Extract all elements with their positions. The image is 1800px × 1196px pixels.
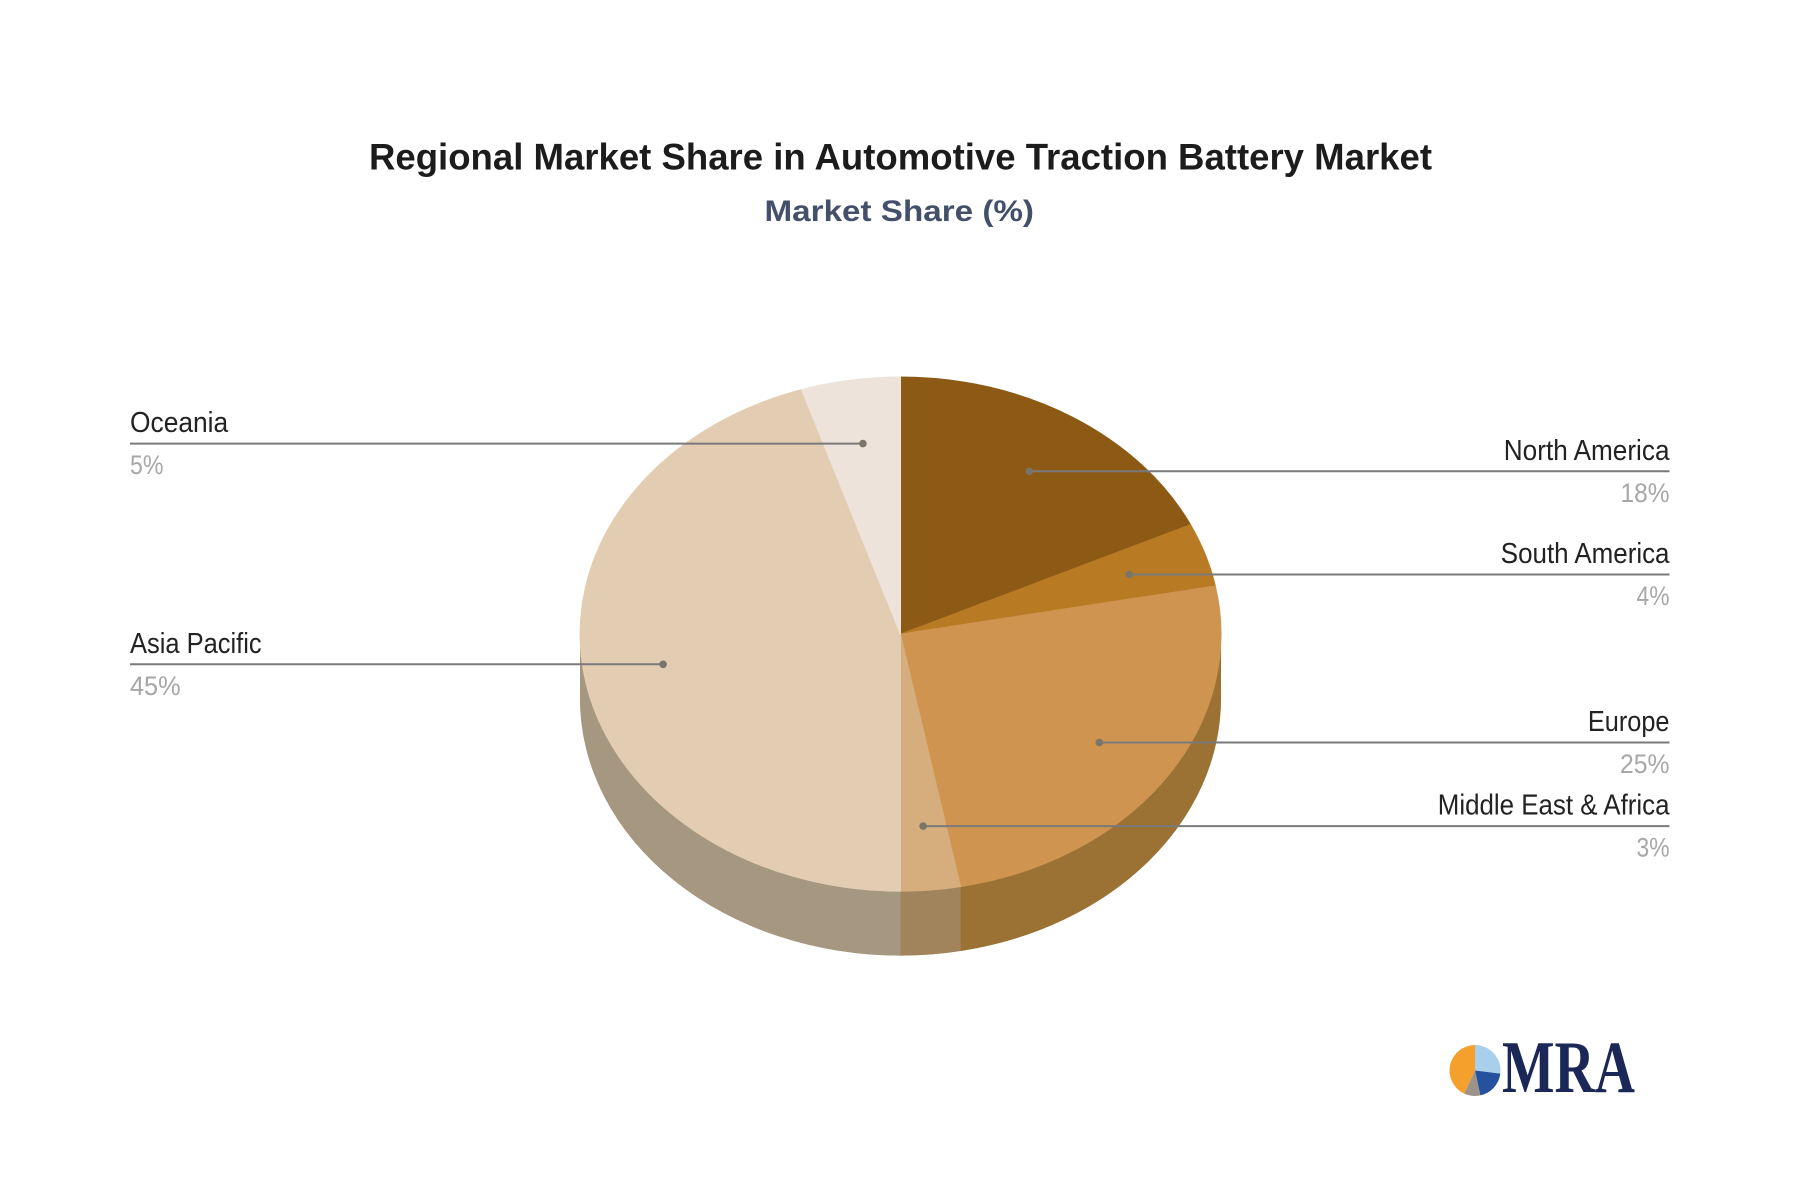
svg-text:Europe: Europe: [1588, 706, 1670, 738]
svg-text:Oceania: Oceania: [130, 407, 228, 439]
svg-text:3%: 3%: [1637, 833, 1670, 863]
svg-text:25%: 25%: [1620, 749, 1670, 779]
svg-text:MRA: MRA: [1502, 1027, 1635, 1109]
svg-text:South America: South America: [1501, 538, 1670, 570]
svg-text:North America: North America: [1504, 435, 1670, 467]
svg-text:Regional Market Share in Autom: Regional Market Share in Automotive Trac…: [369, 137, 1432, 178]
svg-text:18%: 18%: [1621, 478, 1670, 508]
svg-text:45%: 45%: [130, 671, 181, 701]
svg-text:Middle East & Africa: Middle East & Africa: [1438, 790, 1670, 822]
svg-text:Asia Pacific: Asia Pacific: [130, 628, 262, 660]
svg-text:4%: 4%: [1637, 581, 1670, 611]
svg-text:5%: 5%: [130, 450, 164, 480]
svg-text:Market Share (%): Market Share (%): [765, 195, 1035, 228]
